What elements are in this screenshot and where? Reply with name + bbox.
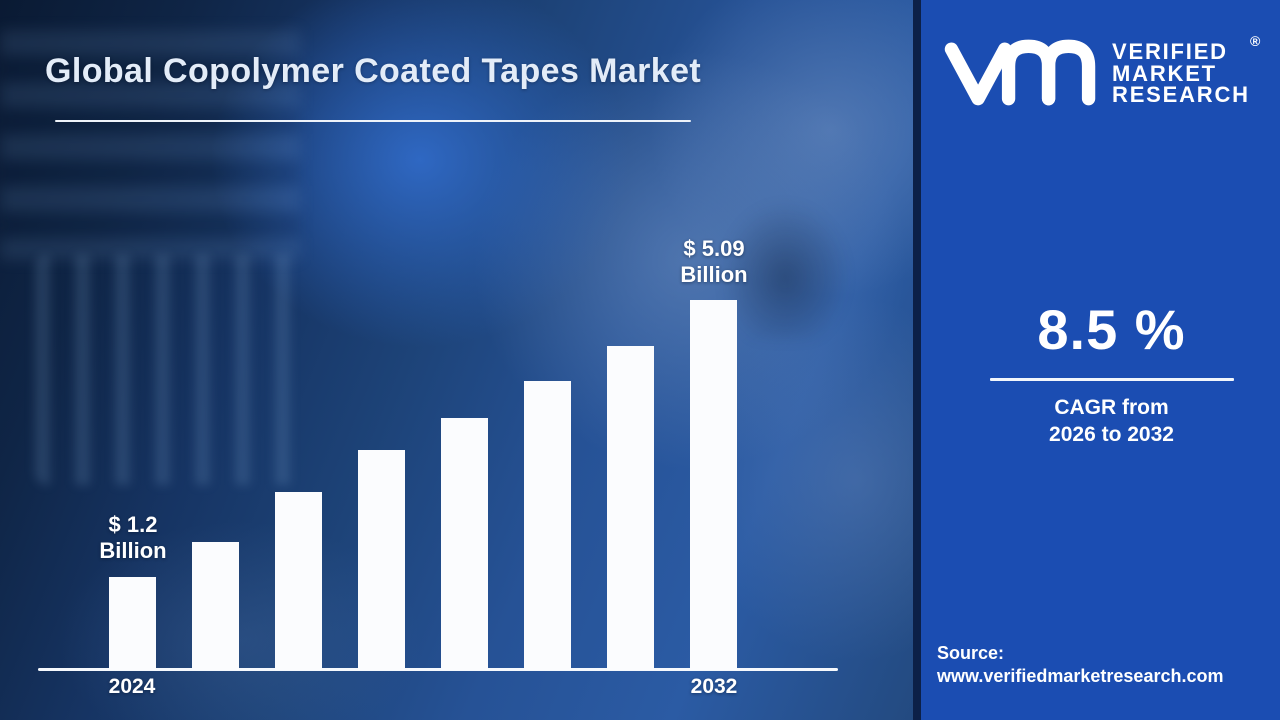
bar-7 (607, 346, 654, 670)
brand-name: VERIFIED MARKET RESEARCH (1112, 41, 1250, 106)
source-url[interactable]: www.verifiedmarketresearch.com (937, 666, 1224, 686)
registered-trademark-icon: ® (1250, 33, 1261, 49)
bar-3 (275, 492, 322, 670)
cagr-caption: CAGR from 2026 to 2032 (943, 394, 1280, 448)
bar-4 (358, 450, 405, 670)
brand-panel: VERIFIED MARKET RESEARCH ® 8.5 % CAGR fr… (921, 0, 1280, 720)
cagr-divider (989, 378, 1234, 381)
bar-value-label-first: $ 1.2 Billion (76, 512, 190, 564)
source-label: Source: (937, 643, 1005, 663)
flask-decoration (720, 200, 850, 340)
brand-line-market: MARKET (1112, 60, 1217, 86)
x-tick-2032: 2032 (690, 675, 738, 698)
cagr-caption-line2: 2026 to 2032 (1049, 422, 1174, 446)
vmr-logo: VERIFIED MARKET RESEARCH ® (921, 0, 1280, 130)
page-title: Global Copolymer Coated Tapes Market (45, 52, 702, 90)
lab-shelves-decoration (0, 30, 300, 260)
bar-value-first-amount: $ 1.2 (108, 512, 158, 537)
x-tick-2024: 2024 (108, 675, 156, 698)
cagr-caption-line1: CAGR from (1054, 395, 1169, 419)
source-block: Source: www.verifiedmarketresearch.com (937, 642, 1223, 688)
bar-value-last-unit: Billion (680, 262, 748, 287)
bar-2 (192, 542, 239, 670)
chart-section: Global Copolymer Coated Tapes Market $ 1… (0, 0, 913, 720)
bar-8 (690, 300, 737, 670)
vmr-monogram-icon (944, 39, 1096, 106)
bar-5 (441, 418, 488, 670)
bar-value-first-unit: Billion (99, 538, 167, 563)
x-axis-line (38, 668, 838, 671)
bar-1 (109, 577, 156, 670)
brand-line-verified: VERIFIED (1112, 39, 1228, 64)
panel-edge-strip (913, 0, 921, 720)
title-underline (55, 120, 691, 122)
bar-6 (524, 381, 571, 670)
test-tubes-decoration (35, 255, 315, 485)
bar-value-label-last: $ 5.09 Billion (657, 236, 771, 288)
brand-line-research: RESEARCH (1112, 82, 1250, 107)
bar-chart: $ 1.2 Billion $ 5.09 Billion 2024 2032 (38, 236, 838, 698)
cagr-value: 8.5 % (1037, 298, 1186, 361)
bar-value-last-amount: $ 5.09 (683, 236, 745, 261)
cagr-block: 8.5 % CAGR from 2026 to 2032 (943, 297, 1280, 448)
